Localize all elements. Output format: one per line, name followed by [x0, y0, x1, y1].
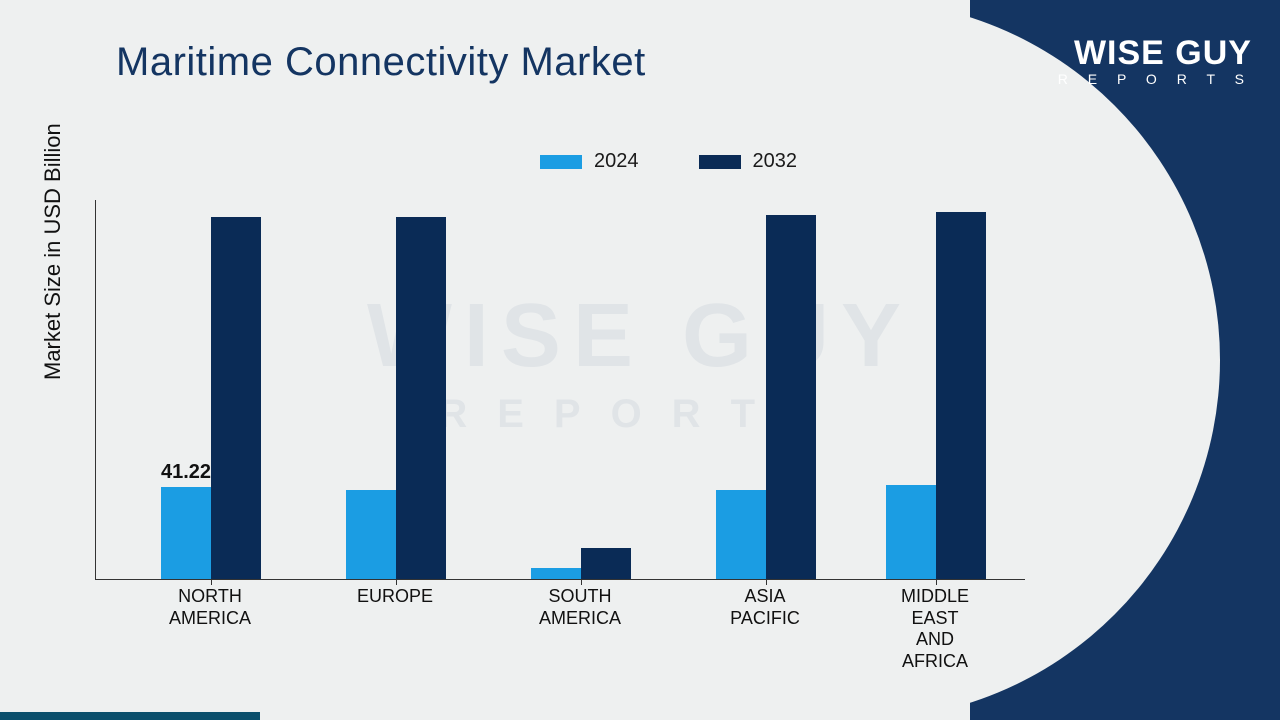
- chart-stage: Maritime Connectivity Market WISE GUY R …: [0, 0, 1280, 720]
- legend-label-2032: 2032: [753, 150, 798, 173]
- bar: [346, 490, 396, 579]
- bar: [716, 490, 766, 579]
- bar-group: [846, 212, 1026, 579]
- x-tick: [936, 579, 937, 585]
- legend-item-2032: 2032: [699, 150, 798, 173]
- bar-group: [121, 217, 301, 579]
- legend-label-2024: 2024: [594, 150, 639, 173]
- bar-value-label: 41.22: [161, 461, 211, 484]
- x-tick: [396, 579, 397, 585]
- brand-logo: WISE GUY R E P O R T S: [1058, 36, 1252, 86]
- bar: [766, 215, 816, 579]
- bar-group: [491, 548, 671, 579]
- page-title: Maritime Connectivity Market: [116, 40, 646, 85]
- category-label: MIDDLEEASTANDAFRICA: [845, 586, 1025, 672]
- y-axis-label: Market Size in USD Billion: [40, 123, 66, 380]
- x-tick: [581, 579, 582, 585]
- legend: 2024 2032: [540, 150, 797, 173]
- bar: [531, 568, 581, 579]
- bar: [211, 217, 261, 579]
- x-tick: [211, 579, 212, 585]
- category-label: NORTHAMERICA: [120, 586, 300, 629]
- bar: [886, 485, 936, 579]
- bar: [396, 217, 446, 579]
- bar: [936, 212, 986, 579]
- brand-sub: R E P O R T S: [1058, 72, 1252, 86]
- bar: [161, 487, 211, 579]
- bar: [581, 548, 631, 579]
- category-labels: NORTHAMERICAEUROPESOUTHAMERICAASIAPACIFI…: [95, 586, 1025, 706]
- category-label: ASIAPACIFIC: [675, 586, 855, 629]
- legend-swatch-2024: [540, 155, 582, 169]
- bottom-accent: [0, 712, 260, 720]
- x-tick: [766, 579, 767, 585]
- legend-item-2024: 2024: [540, 150, 639, 173]
- legend-swatch-2032: [699, 155, 741, 169]
- bar-group: [306, 217, 486, 579]
- category-label: SOUTHAMERICA: [490, 586, 670, 629]
- bar-group: [676, 215, 856, 579]
- category-label: EUROPE: [305, 586, 485, 608]
- plot-area: 41.22: [95, 200, 1025, 580]
- brand-main: WISE GUY: [1058, 36, 1252, 70]
- chart-area: 41.22: [95, 200, 1025, 580]
